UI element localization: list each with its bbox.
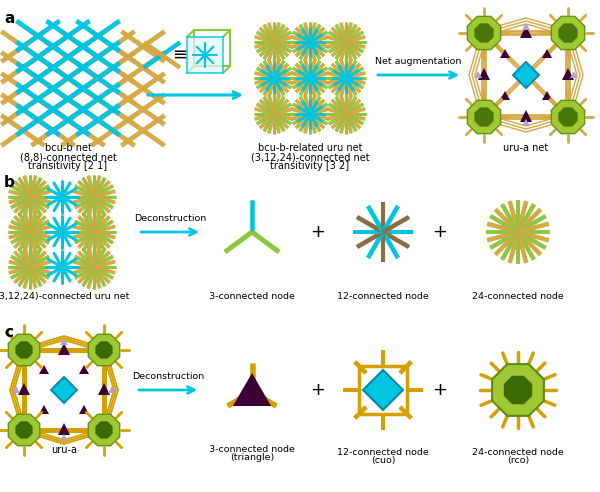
Polygon shape xyxy=(18,383,30,395)
Polygon shape xyxy=(79,405,89,414)
Polygon shape xyxy=(51,377,77,403)
Polygon shape xyxy=(474,71,482,78)
Polygon shape xyxy=(522,23,530,30)
Polygon shape xyxy=(79,365,89,374)
Text: +: + xyxy=(433,223,448,241)
Text: +: + xyxy=(311,223,325,241)
Text: (triangle): (triangle) xyxy=(230,453,274,462)
Polygon shape xyxy=(39,365,49,374)
Polygon shape xyxy=(559,107,578,126)
Polygon shape xyxy=(58,423,70,435)
Polygon shape xyxy=(60,338,68,345)
Polygon shape xyxy=(95,421,113,439)
Polygon shape xyxy=(475,107,494,126)
Text: (3,12,24)-connected net: (3,12,24)-connected net xyxy=(251,152,370,162)
Polygon shape xyxy=(39,405,49,414)
Text: +: + xyxy=(433,381,448,399)
Text: (8,8)-connected net: (8,8)-connected net xyxy=(20,152,116,162)
Polygon shape xyxy=(492,364,544,416)
Text: uru-a net: uru-a net xyxy=(503,143,548,153)
Text: ≡: ≡ xyxy=(172,46,188,64)
Polygon shape xyxy=(500,49,510,58)
Text: bcu-b net: bcu-b net xyxy=(44,143,91,153)
Polygon shape xyxy=(478,68,490,80)
Polygon shape xyxy=(542,91,552,100)
Polygon shape xyxy=(504,376,532,404)
Polygon shape xyxy=(467,16,500,50)
Polygon shape xyxy=(500,91,510,100)
Text: 24-connected node: 24-connected node xyxy=(472,292,564,301)
Polygon shape xyxy=(58,343,70,355)
Polygon shape xyxy=(513,62,539,88)
Polygon shape xyxy=(562,68,574,80)
Polygon shape xyxy=(520,110,532,122)
Polygon shape xyxy=(551,100,584,134)
Text: 3-connected node: 3-connected node xyxy=(209,292,295,301)
Text: (cuo): (cuo) xyxy=(371,456,395,465)
Polygon shape xyxy=(542,49,552,58)
Polygon shape xyxy=(467,100,500,134)
Text: transitivity [2 1]: transitivity [2 1] xyxy=(28,161,107,171)
Text: Deconstruction: Deconstruction xyxy=(134,214,206,223)
Text: 12-connected node: 12-connected node xyxy=(337,448,429,457)
Text: 24-connected node: 24-connected node xyxy=(472,448,564,457)
Text: +: + xyxy=(311,381,325,399)
Polygon shape xyxy=(88,334,120,366)
Text: b: b xyxy=(4,175,15,190)
Text: a: a xyxy=(4,11,14,26)
Polygon shape xyxy=(8,414,40,446)
Text: uru-a: uru-a xyxy=(51,445,77,455)
Text: Net augmentation: Net augmentation xyxy=(375,57,461,66)
Polygon shape xyxy=(12,386,20,393)
Text: bcu-b-related uru net: bcu-b-related uru net xyxy=(258,143,362,153)
Polygon shape xyxy=(16,341,32,359)
Polygon shape xyxy=(233,373,271,406)
Polygon shape xyxy=(108,386,116,393)
Polygon shape xyxy=(8,334,40,366)
Polygon shape xyxy=(570,71,578,78)
Text: 3-connected node: 3-connected node xyxy=(209,445,295,454)
Polygon shape xyxy=(520,26,532,38)
Polygon shape xyxy=(187,37,223,73)
Polygon shape xyxy=(475,23,494,43)
Polygon shape xyxy=(60,434,68,441)
Text: (rco): (rco) xyxy=(507,456,529,465)
Text: transitivity [3 2]: transitivity [3 2] xyxy=(271,161,350,171)
Polygon shape xyxy=(363,370,403,410)
Polygon shape xyxy=(16,421,32,439)
Polygon shape xyxy=(551,16,584,50)
Polygon shape xyxy=(88,414,120,446)
Polygon shape xyxy=(559,23,578,43)
Polygon shape xyxy=(95,341,113,359)
Text: c: c xyxy=(4,325,13,340)
Text: (3,12,24)-connected uru net: (3,12,24)-connected uru net xyxy=(0,292,129,301)
Polygon shape xyxy=(98,383,110,395)
Text: 12-connected node: 12-connected node xyxy=(337,292,429,301)
Polygon shape xyxy=(522,119,530,126)
Text: Deconstruction: Deconstruction xyxy=(132,372,204,381)
